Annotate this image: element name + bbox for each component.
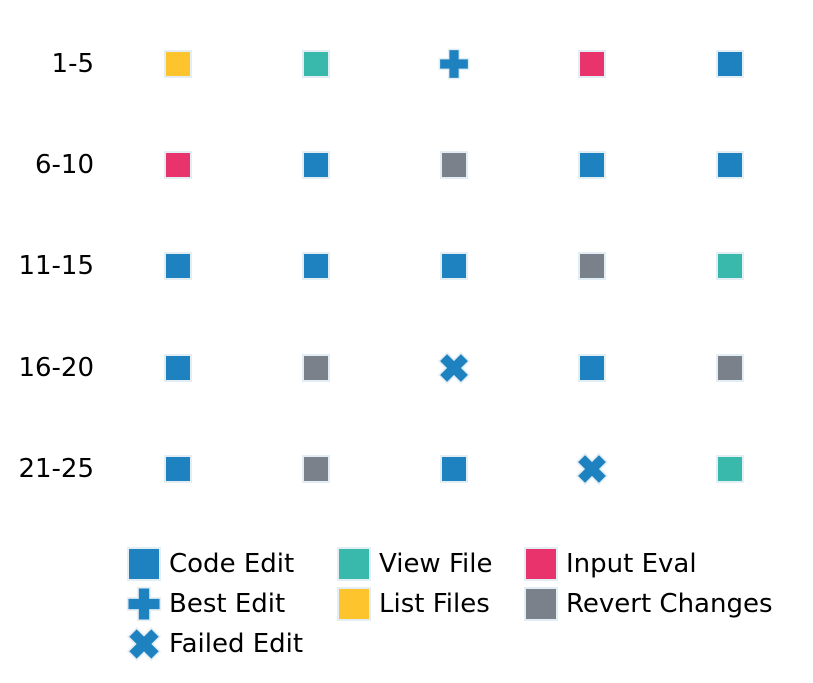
legend-item-list-files: List Files (335, 585, 490, 623)
legend-label: Best Edit (169, 589, 286, 619)
grid-marker-cell (294, 143, 338, 187)
grid-marker-cell (294, 346, 338, 390)
legend-item-code-edit: Code Edit (125, 545, 294, 583)
view-file-square-marker (302, 50, 330, 78)
row-label: 21-25 (18, 454, 94, 484)
code-edit-square-marker (578, 151, 606, 179)
row-label: 11-15 (18, 251, 94, 281)
input-eval-square-marker (578, 50, 606, 78)
legend-label: List Files (379, 589, 490, 619)
grid-marker-cell (156, 244, 200, 288)
grid-marker-cell (294, 447, 338, 491)
code-edit-square-marker (440, 455, 468, 483)
grid-marker-cell (294, 244, 338, 288)
grid-marker-cell (570, 346, 614, 390)
revert-changes-square-marker (440, 151, 468, 179)
view-file-square-marker (716, 252, 744, 280)
grid-marker-cell (156, 143, 200, 187)
view-file-square-marker (716, 455, 744, 483)
legend-label: Revert Changes (566, 589, 773, 619)
best-edit-plus-icon (438, 48, 470, 80)
revert-changes-square-marker (302, 455, 330, 483)
code-edit-square-marker (578, 354, 606, 382)
legend-marker-box (522, 545, 560, 583)
grid-marker-cell (432, 346, 476, 390)
legend-item-failed-edit: Failed Edit (125, 625, 303, 663)
legend-marker-box (125, 585, 163, 623)
code-edit-square-marker (164, 354, 192, 382)
legend-label: Failed Edit (169, 629, 304, 659)
view-file-square-marker (337, 547, 371, 581)
row-label: 16-20 (18, 353, 94, 383)
legend-marker-box (335, 545, 373, 583)
grid-marker-cell (708, 244, 752, 288)
row-label: 6-10 (34, 150, 94, 180)
grid-marker-cell (570, 244, 614, 288)
best-edit-plus-icon (126, 586, 162, 622)
legend-marker-box (522, 585, 560, 623)
code-edit-square-marker (164, 455, 192, 483)
grid-marker-cell (570, 447, 614, 491)
grid-marker-cell (432, 42, 476, 86)
legend-marker-box (125, 545, 163, 583)
input-eval-square-marker (164, 151, 192, 179)
grid-marker-cell (570, 143, 614, 187)
legend-item-input-eval: Input Eval (522, 545, 697, 583)
legend-marker-box (125, 625, 163, 663)
grid-marker-cell (570, 42, 614, 86)
code-edit-square-marker (440, 252, 468, 280)
failed-edit-x-icon (575, 452, 609, 486)
grid-marker-cell (708, 447, 752, 491)
grid-marker-cell (156, 42, 200, 86)
failed-edit-x-icon (126, 626, 162, 662)
grid-marker-cell (432, 143, 476, 187)
code-edit-square-marker (302, 252, 330, 280)
code-edit-square-marker (127, 547, 161, 581)
grid-marker-cell (156, 346, 200, 390)
code-edit-square-marker (716, 151, 744, 179)
grid-marker-cell (432, 447, 476, 491)
grid-marker-cell (156, 447, 200, 491)
grid-marker-cell (432, 244, 476, 288)
grid-marker-cell (708, 42, 752, 86)
legend-item-view-file: View File (335, 545, 492, 583)
legend-item-best-edit: Best Edit (125, 585, 285, 623)
revert-changes-square-marker (524, 587, 558, 621)
input-eval-square-marker (524, 547, 558, 581)
code-edit-square-marker (164, 252, 192, 280)
code-edit-square-marker (716, 50, 744, 78)
legend-label: Code Edit (169, 549, 295, 579)
grid-marker-cell (708, 143, 752, 187)
grid-marker-cell (294, 42, 338, 86)
list-files-square-marker (164, 50, 192, 78)
legend-item-revert-changes: Revert Changes (522, 585, 773, 623)
revert-changes-square-marker (302, 354, 330, 382)
legend-label: View File (379, 549, 493, 579)
failed-edit-x-icon (437, 351, 471, 385)
list-files-square-marker (337, 587, 371, 621)
legend-label: Input Eval (566, 549, 697, 579)
row-label: 1-5 (51, 49, 94, 79)
revert-changes-square-marker (578, 252, 606, 280)
legend-marker-box (335, 585, 373, 623)
grid-marker-cell (708, 346, 752, 390)
code-edit-square-marker (302, 151, 330, 179)
revert-changes-square-marker (716, 354, 744, 382)
